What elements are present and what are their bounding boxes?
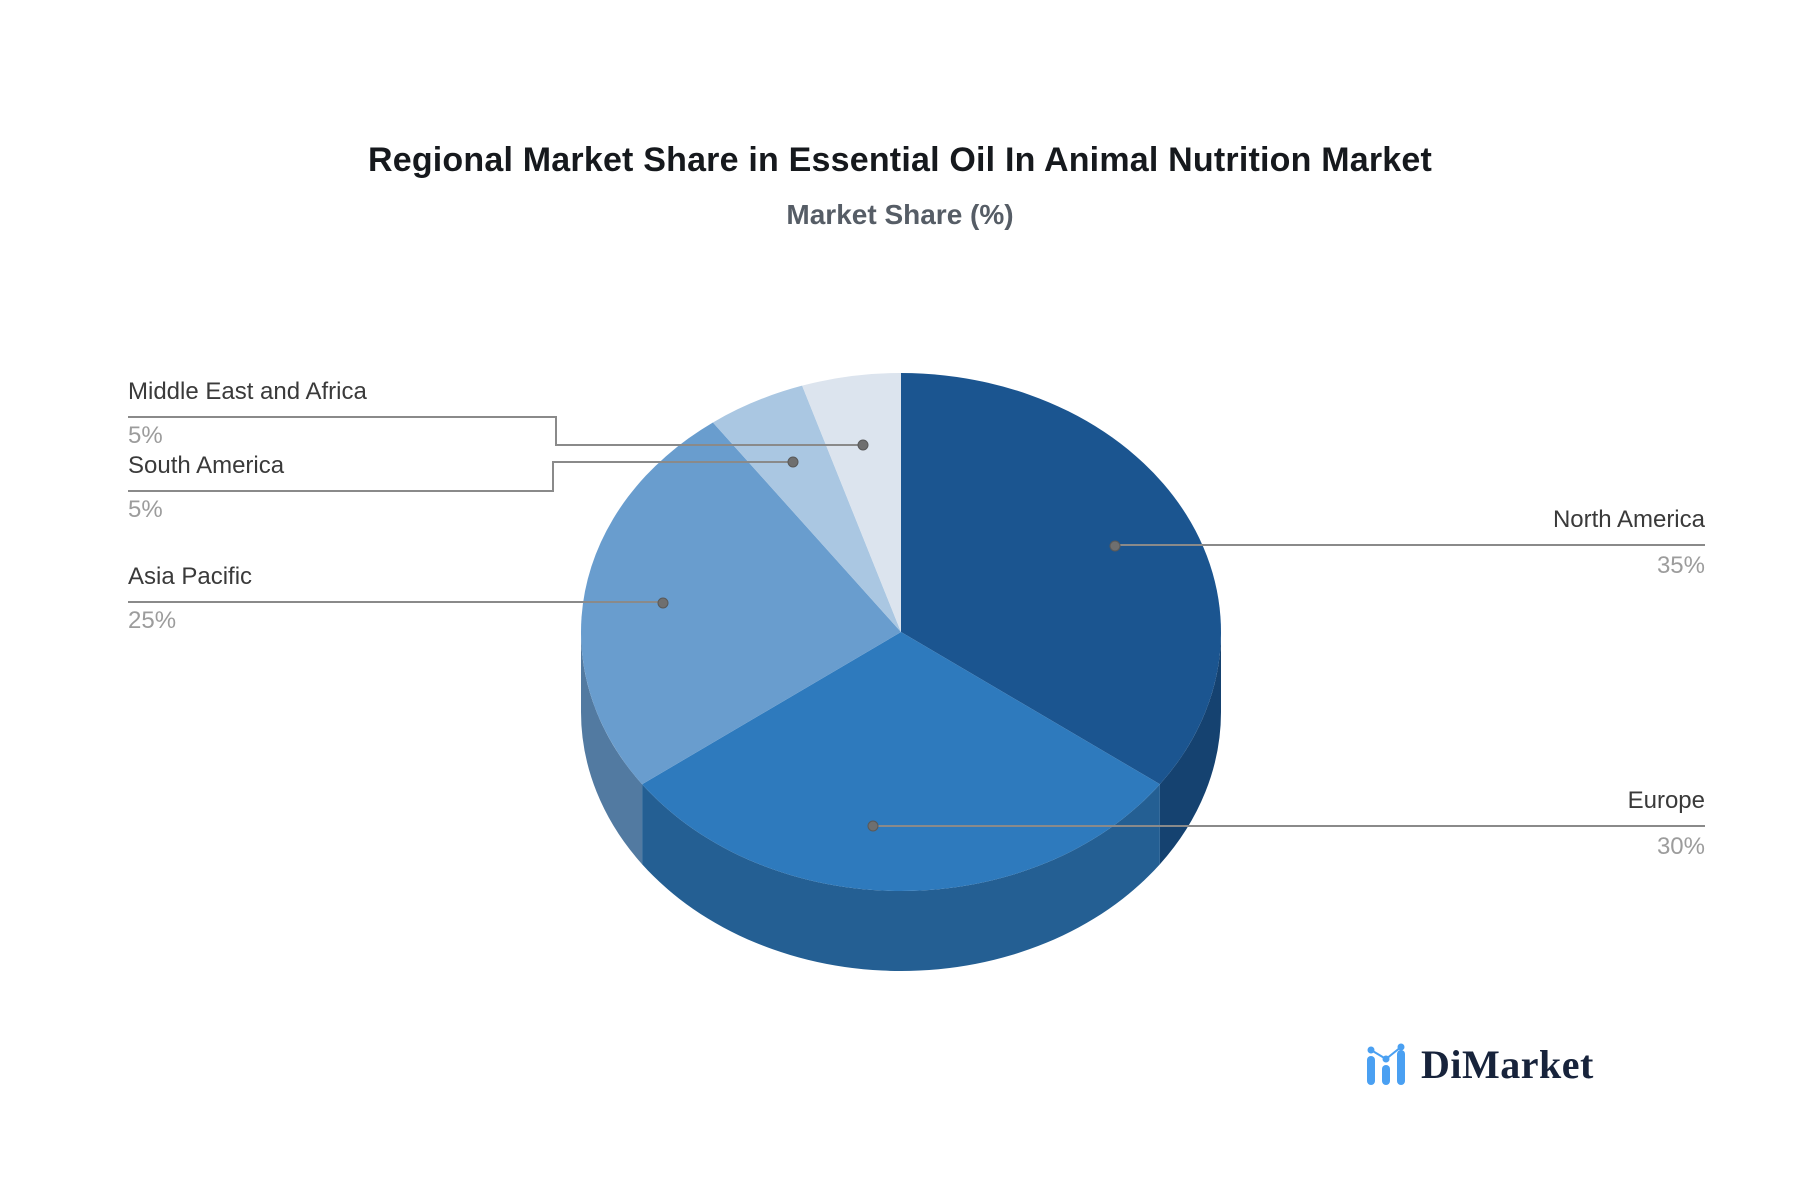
pie-slice-north-america (901, 373, 1221, 785)
callout-dot-middle-east-and-africa (857, 439, 869, 451)
pct-north-america: 35% (1656, 552, 1705, 579)
label-europe: Europe (1627, 787, 1705, 814)
bar-line-chart-icon (1367, 1043, 1405, 1085)
pct-europe: 30% (1656, 833, 1705, 860)
callout-dot-north-america (1109, 540, 1121, 552)
label-middle-east-and-africa: Middle East and Africa (128, 378, 367, 405)
callout-dot-europe (867, 820, 879, 832)
pie-slice-middle-east-and-africa (802, 373, 901, 632)
pie-slice-south-america (712, 385, 901, 632)
pie-side-europe (642, 784, 1160, 971)
pct-middle-east-and-africa: 5% (128, 422, 163, 449)
callout-line-middle-east-and-africa (128, 416, 863, 446)
label-south-america: South America (128, 452, 285, 479)
callout-dot-south-america (787, 456, 799, 468)
chart-title: Regional Market Share in Essential Oil I… (367, 141, 1433, 179)
pct-south-america: 5% (128, 496, 163, 523)
label-asia-pacific: Asia Pacific (128, 563, 253, 590)
logo-text: DiMarket (1421, 1042, 1594, 1087)
dimarket-logo: DiMarket (1363, 1040, 1594, 1090)
pie-side-north-america (1159, 632, 1221, 865)
callout-line-south-america (128, 461, 793, 492)
pie-slice-asia-pacific (581, 422, 901, 785)
pie-side-asia-pacific (581, 632, 643, 865)
label-north-america: North America (1552, 506, 1705, 533)
callout-dot-asia-pacific (657, 597, 669, 609)
pct-asia-pacific: 25% (128, 607, 177, 634)
chart-subtitle: Market Share (%) (786, 199, 1014, 230)
